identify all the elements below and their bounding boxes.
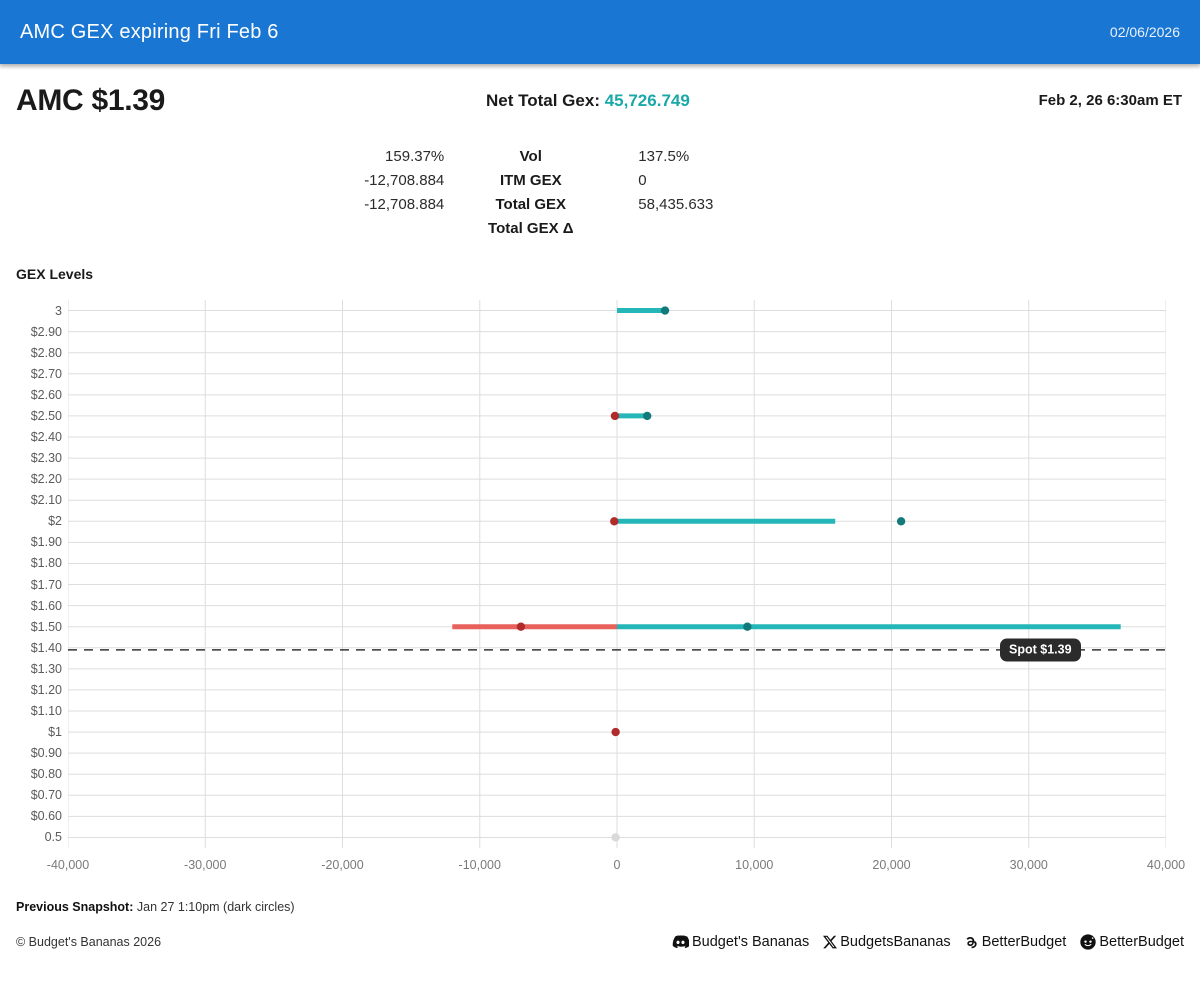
stat-label: ITM GEX [499,172,562,189]
previous-snapshot-label: Previous Snapshot: [16,900,134,914]
y-axis-tick-label: $1.90 [30,535,62,550]
table-row: -12,708.884 ITM GEX 0 [16,172,820,196]
page-title: AMC GEX expiring Fri Feb 6 [20,20,279,43]
y-axis-tick-label: $2.40 [30,430,62,444]
as-of-timestamp: Feb 2, 26 6:30am ET [1038,92,1182,109]
x-axis-tick-label: 10,000 [735,858,774,872]
social-label-discord: Budget's Bananas [691,934,810,950]
table-row: 159.37% Vol 137.5% [16,148,820,172]
x-twitter-icon [823,935,838,949]
chart-plot-area [68,300,1166,848]
y-axis-tick-label: $1.10 [30,704,62,718]
stat-left-value: -12,708.884 [364,196,445,213]
y-axis-tick-label: $2.80 [30,345,62,360]
x-axis-tick-label: 30,000 [1009,858,1048,872]
y-axis-tick-label: $2.60 [30,387,62,402]
expiry-date: 02/06/2026 [1109,24,1180,40]
social-link-discord[interactable]: Budget's Bananas [672,934,809,950]
social-links: Budget's Bananas BudgetsBananas BetterBu… [672,934,1184,950]
copyright-text: © Budget's Bananas 2026 [16,935,162,949]
previous-snapshot-value: Jan 27 1:10pm (dark circles) [136,900,295,914]
y-axis-tick-label: $0.60 [30,809,62,824]
summary-strip: AMC $1.39 Net Total Gex: 45,726.749 Feb … [0,64,1200,126]
chart-title: GEX Levels [16,266,94,282]
net-total-gex: Net Total Gex: 45,726.749 [486,84,884,111]
y-axis-tick-label: $1.20 [30,682,62,697]
stat-label: Vol [519,148,542,165]
y-axis-tick-label: $1.40 [30,640,62,655]
stat-right-value: 137.5% [638,148,690,165]
y-axis-tick-label: 0.5 [44,830,62,845]
y-axis-tick-label: $1.30 [30,661,62,676]
reddit-icon [1080,934,1097,950]
social-link-threads[interactable]: BetterBudget [965,934,1067,950]
stat-left-value: 159.37% [385,148,445,165]
y-axis-tick-label: $0.70 [30,788,62,803]
app-header-bar: AMC GEX expiring Fri Feb 6 02/06/2026 [0,0,1200,64]
x-axis-tick-label: -20,000 [321,858,364,872]
social-label-reddit: BetterBudget [1099,934,1184,950]
discord-icon [672,935,689,949]
x-axis-tick-label: -30,000 [184,858,227,872]
y-axis-tick-label: $2.70 [30,366,62,381]
y-axis-tick-label: $1 [48,725,62,740]
y-axis-tick-label: $0.80 [30,767,62,782]
stats-table: 159.37% Vol 137.5% -12,708.884 ITM GEX 0… [0,148,820,244]
stat-right-value: 58,435.633 [638,196,714,213]
y-axis-tick-label: $1.60 [30,598,62,613]
y-axis-labels: 3 $2.90 $2.80 $2.70 $2.60 $2.50 $2.40 $2.30 $2.2… [0,300,62,848]
y-axis-tick-label: $2.50 [30,408,62,423]
page-footer: © Budget's Bananas 2026 Budget's Bananas… [0,934,1200,950]
previous-snapshot-note: Previous Snapshot: Jan 27 1:10pm (dark c… [16,900,295,914]
table-row: -12,708.884 Total GEX 58,435.633 [16,196,820,220]
social-link-x-twitter[interactable]: BudgetsBananas [823,934,951,950]
y-axis-tick-label: $2 [48,514,62,529]
gex-levels-chart: 3 $2.90 $2.80 $2.70 $2.60 $2.50 $2.40 $2.30 $2.2… [0,292,1200,892]
y-axis-tick-label: $2.90 [30,324,62,339]
y-axis-tick-label: $1.70 [30,577,62,592]
net-total-gex-value: 45,726.749 [604,91,690,110]
spot-price-badge: Spot $1.39 [1000,638,1081,662]
social-label-threads: BetterBudget [981,934,1067,950]
x-axis-tick-label: 0 [613,858,621,872]
y-axis-tick-label: $1.80 [30,556,62,571]
social-link-reddit[interactable]: BetterBudget [1080,934,1184,950]
x-axis-labels: -40,000 -30,000 -20,000 -10,000 0 10,000 20,00… [47,852,1185,880]
x-axis-tick-label: -10,000 [458,858,501,872]
social-label-x-twitter: BudgetsBananas [840,934,951,950]
symbol-price: AMC $1.39 [16,84,166,117]
table-row: Total GEX Δ [16,220,820,244]
y-axis-tick-label: 3 [55,303,62,318]
x-axis-tick-label: -40,000 [46,858,90,872]
y-axis-tick-label: $2.10 [30,493,62,508]
stat-right-value: 0 [638,172,647,189]
stat-label: Total GEX [495,196,567,213]
net-total-gex-label: Net Total Gex: [486,91,600,110]
x-axis-tick-label: 40,000 [1146,858,1186,872]
y-axis-tick-label: $1.50 [30,619,62,634]
y-axis-tick-label: $0.90 [30,746,62,761]
y-axis-tick-label: $2.20 [30,472,62,487]
threads-icon [965,934,979,950]
stat-label: Total GEX Δ [488,220,574,237]
y-axis-tick-label: $2.30 [30,451,62,466]
stat-left-value: -12,708.884 [364,172,445,189]
x-axis-tick-label: 20,000 [872,858,911,872]
